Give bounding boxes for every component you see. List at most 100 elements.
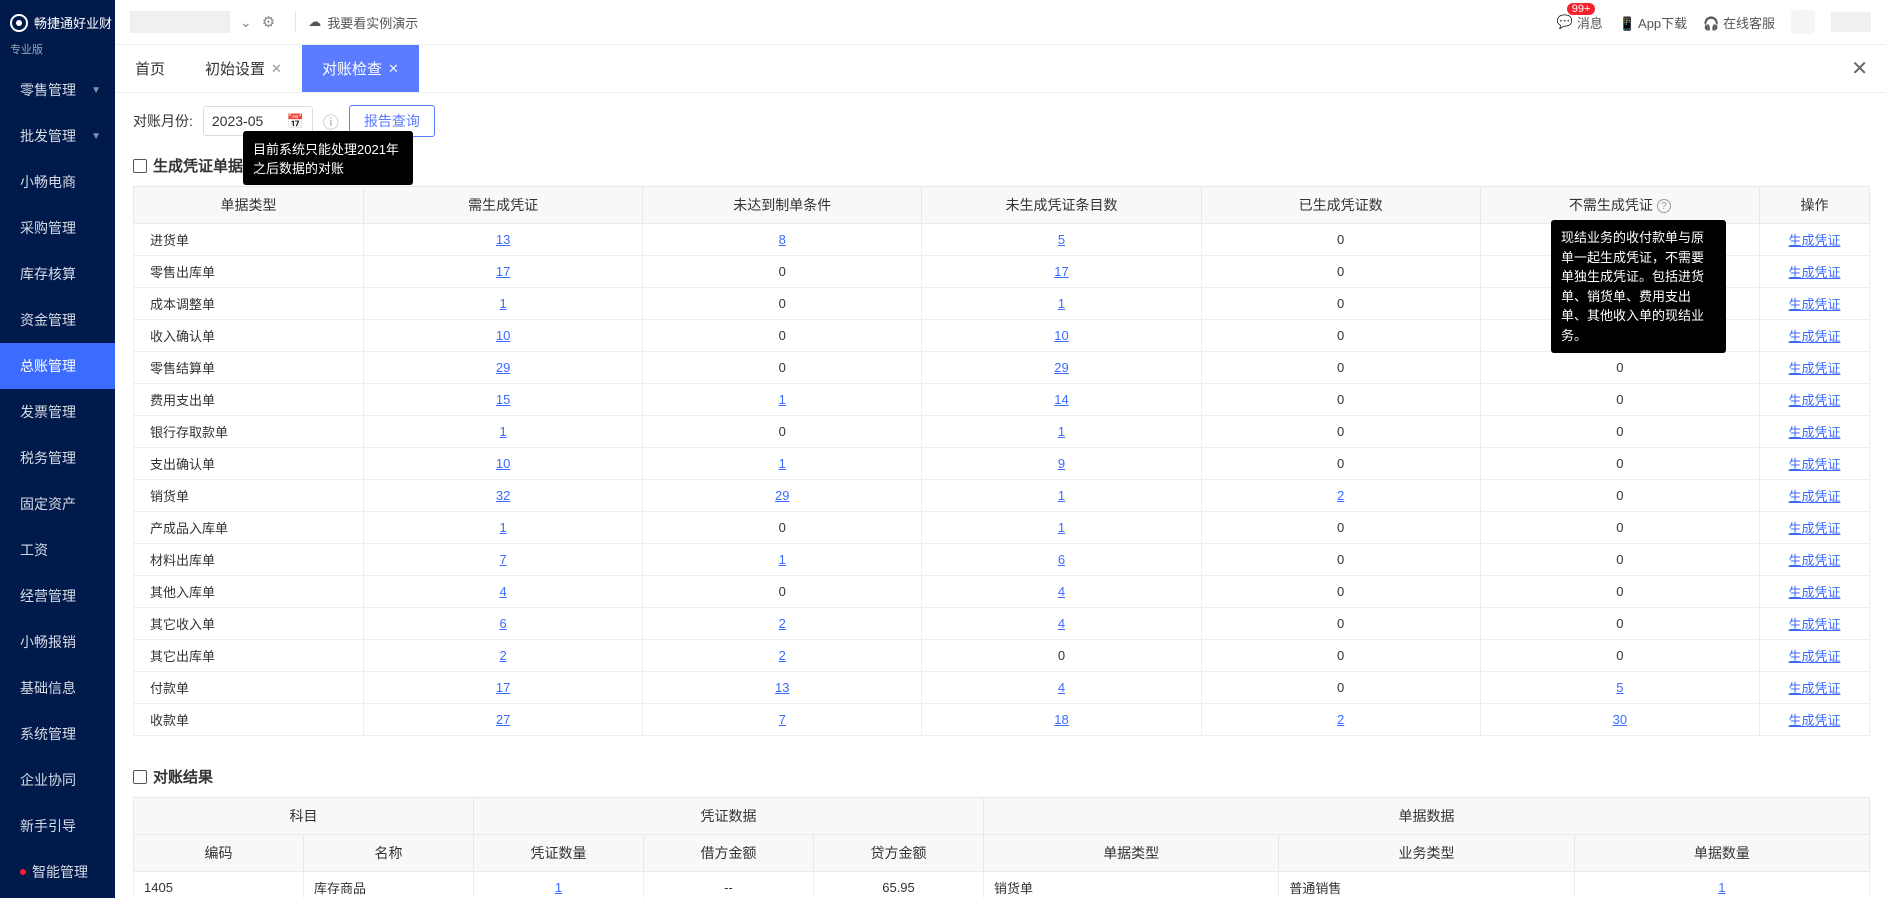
- notready-link[interactable]: 29: [775, 488, 789, 503]
- notgen-link[interactable]: 18: [1054, 712, 1068, 727]
- sidebar-item-5[interactable]: 资金管理: [0, 297, 115, 343]
- tab-2[interactable]: 对账检查✕: [302, 45, 419, 92]
- notgen-link[interactable]: 4: [1058, 680, 1065, 695]
- notgen-link[interactable]: 6: [1058, 552, 1065, 567]
- sidebar-item-0[interactable]: 零售管理▼: [0, 67, 115, 113]
- notgen-link[interactable]: 29: [1054, 360, 1068, 375]
- need-link[interactable]: 32: [496, 488, 510, 503]
- need-link[interactable]: 29: [496, 360, 510, 375]
- notready-link[interactable]: 2: [779, 648, 786, 663]
- generate-voucher-link[interactable]: 生成凭证: [1788, 457, 1840, 472]
- sidebar-item-13[interactable]: 基础信息: [0, 665, 115, 711]
- need-link[interactable]: 15: [496, 392, 510, 407]
- result-group-subject: 科目: [134, 798, 474, 835]
- generate-voucher-link[interactable]: 生成凭证: [1788, 265, 1840, 280]
- sidebar-item-12[interactable]: 小畅报销: [0, 619, 115, 665]
- generate-voucher-link[interactable]: 生成凭证: [1788, 585, 1840, 600]
- app-download-link[interactable]: 📱 App下载: [1619, 13, 1687, 32]
- sidebar-item-16[interactable]: 新手引导: [0, 803, 115, 849]
- need-link[interactable]: 10: [496, 328, 510, 343]
- notready-link[interactable]: 2: [779, 616, 786, 631]
- action-cell: 生成凭证: [1760, 672, 1870, 704]
- need-link[interactable]: 17: [496, 680, 510, 695]
- user-name[interactable]: [1831, 12, 1871, 32]
- bcount-link[interactable]: 1: [1718, 880, 1725, 895]
- generate-voucher-link[interactable]: 生成凭证: [1788, 617, 1840, 632]
- close-icon[interactable]: ✕: [271, 61, 282, 77]
- generate-voucher-link[interactable]: 生成凭证: [1788, 425, 1840, 440]
- need-link[interactable]: 17: [496, 264, 510, 279]
- tab-1[interactable]: 初始设置✕: [185, 45, 302, 92]
- sidebar-item-3[interactable]: 采购管理: [0, 205, 115, 251]
- notgen-link[interactable]: 1: [1058, 520, 1065, 535]
- demo-link[interactable]: ☁ 我要看实例演示: [308, 13, 418, 32]
- tab-0[interactable]: 首页: [115, 45, 185, 92]
- generate-voucher-link[interactable]: 生成凭证: [1788, 713, 1840, 728]
- need-link[interactable]: 6: [499, 616, 506, 631]
- gen-link[interactable]: 2: [1337, 712, 1344, 727]
- sidebar-item-15[interactable]: 企业协同: [0, 757, 115, 803]
- gear-icon[interactable]: ⚙: [262, 13, 275, 31]
- messages-link[interactable]: 💬 消息 99+: [1557, 13, 1603, 32]
- avatar[interactable]: [1791, 10, 1815, 34]
- need-link[interactable]: 1: [499, 296, 506, 311]
- need-link[interactable]: 1: [499, 424, 506, 439]
- notgen-link[interactable]: 1: [1058, 424, 1065, 439]
- help-icon[interactable]: ?: [1657, 199, 1671, 213]
- notready-link[interactable]: 1: [779, 456, 786, 471]
- generate-voucher-link[interactable]: 生成凭证: [1788, 649, 1840, 664]
- chevron-down-icon[interactable]: ⌄: [240, 14, 252, 31]
- close-all-tabs[interactable]: ✕: [1833, 45, 1886, 92]
- need-link[interactable]: 4: [499, 584, 506, 599]
- sidebar-item-17[interactable]: 智能管理: [0, 849, 115, 895]
- sidebar-item-11[interactable]: 经营管理: [0, 573, 115, 619]
- notready-link[interactable]: 13: [775, 680, 789, 695]
- generate-voucher-link[interactable]: 生成凭证: [1788, 521, 1840, 536]
- notgen-link[interactable]: 4: [1058, 584, 1065, 599]
- generate-voucher-link[interactable]: 生成凭证: [1788, 361, 1840, 376]
- generate-voucher-link[interactable]: 生成凭证: [1788, 681, 1840, 696]
- need-link[interactable]: 7: [499, 552, 506, 567]
- need-link[interactable]: 13: [496, 232, 510, 247]
- need-link[interactable]: 10: [496, 456, 510, 471]
- help-icon[interactable]: ⓘ: [323, 109, 339, 133]
- generate-voucher-link[interactable]: 生成凭证: [1788, 553, 1840, 568]
- sidebar-item-9[interactable]: 固定资产: [0, 481, 115, 527]
- vcount-link[interactable]: 1: [555, 880, 562, 895]
- sidebar-item-label: 零售管理: [20, 80, 76, 100]
- generate-voucher-link[interactable]: 生成凭证: [1788, 393, 1840, 408]
- notgen-link[interactable]: 17: [1054, 264, 1068, 279]
- generate-voucher-link[interactable]: 生成凭证: [1788, 297, 1840, 312]
- notgen-link[interactable]: 14: [1054, 392, 1068, 407]
- sidebar-item-6[interactable]: 总账管理: [0, 343, 115, 389]
- notready-link[interactable]: 7: [779, 712, 786, 727]
- need-link[interactable]: 27: [496, 712, 510, 727]
- gen-link[interactable]: 2: [1337, 488, 1344, 503]
- sidebar-item-14[interactable]: 系统管理: [0, 711, 115, 757]
- generate-voucher-link[interactable]: 生成凭证: [1788, 489, 1840, 504]
- notready-link[interactable]: 1: [779, 552, 786, 567]
- close-icon[interactable]: ✕: [388, 61, 399, 77]
- sidebar-item-4[interactable]: 库存核算: [0, 251, 115, 297]
- notgen-link[interactable]: 10: [1054, 328, 1068, 343]
- notready-link[interactable]: 1: [779, 392, 786, 407]
- need-link[interactable]: 2: [499, 648, 506, 663]
- nogen-link[interactable]: 5: [1616, 680, 1623, 695]
- sidebar-item-2[interactable]: 小畅电商: [0, 159, 115, 205]
- company-select[interactable]: [130, 11, 230, 33]
- notgen-link[interactable]: 9: [1058, 456, 1065, 471]
- sidebar-item-8[interactable]: 税务管理: [0, 435, 115, 481]
- generate-voucher-link[interactable]: 生成凭证: [1788, 233, 1840, 248]
- sidebar-item-1[interactable]: 批发管理▼: [0, 113, 115, 159]
- nogen-link[interactable]: 30: [1613, 712, 1627, 727]
- notready-link[interactable]: 8: [779, 232, 786, 247]
- sidebar-item-10[interactable]: 工资: [0, 527, 115, 573]
- customer-service-link[interactable]: 🎧 在线客服: [1703, 13, 1775, 32]
- need-link[interactable]: 1: [499, 520, 506, 535]
- notgen-link[interactable]: 4: [1058, 616, 1065, 631]
- notgen-link[interactable]: 1: [1058, 488, 1065, 503]
- notgen-link[interactable]: 1: [1058, 296, 1065, 311]
- generate-voucher-link[interactable]: 生成凭证: [1788, 329, 1840, 344]
- notgen-link[interactable]: 5: [1058, 232, 1065, 247]
- sidebar-item-7[interactable]: 发票管理: [0, 389, 115, 435]
